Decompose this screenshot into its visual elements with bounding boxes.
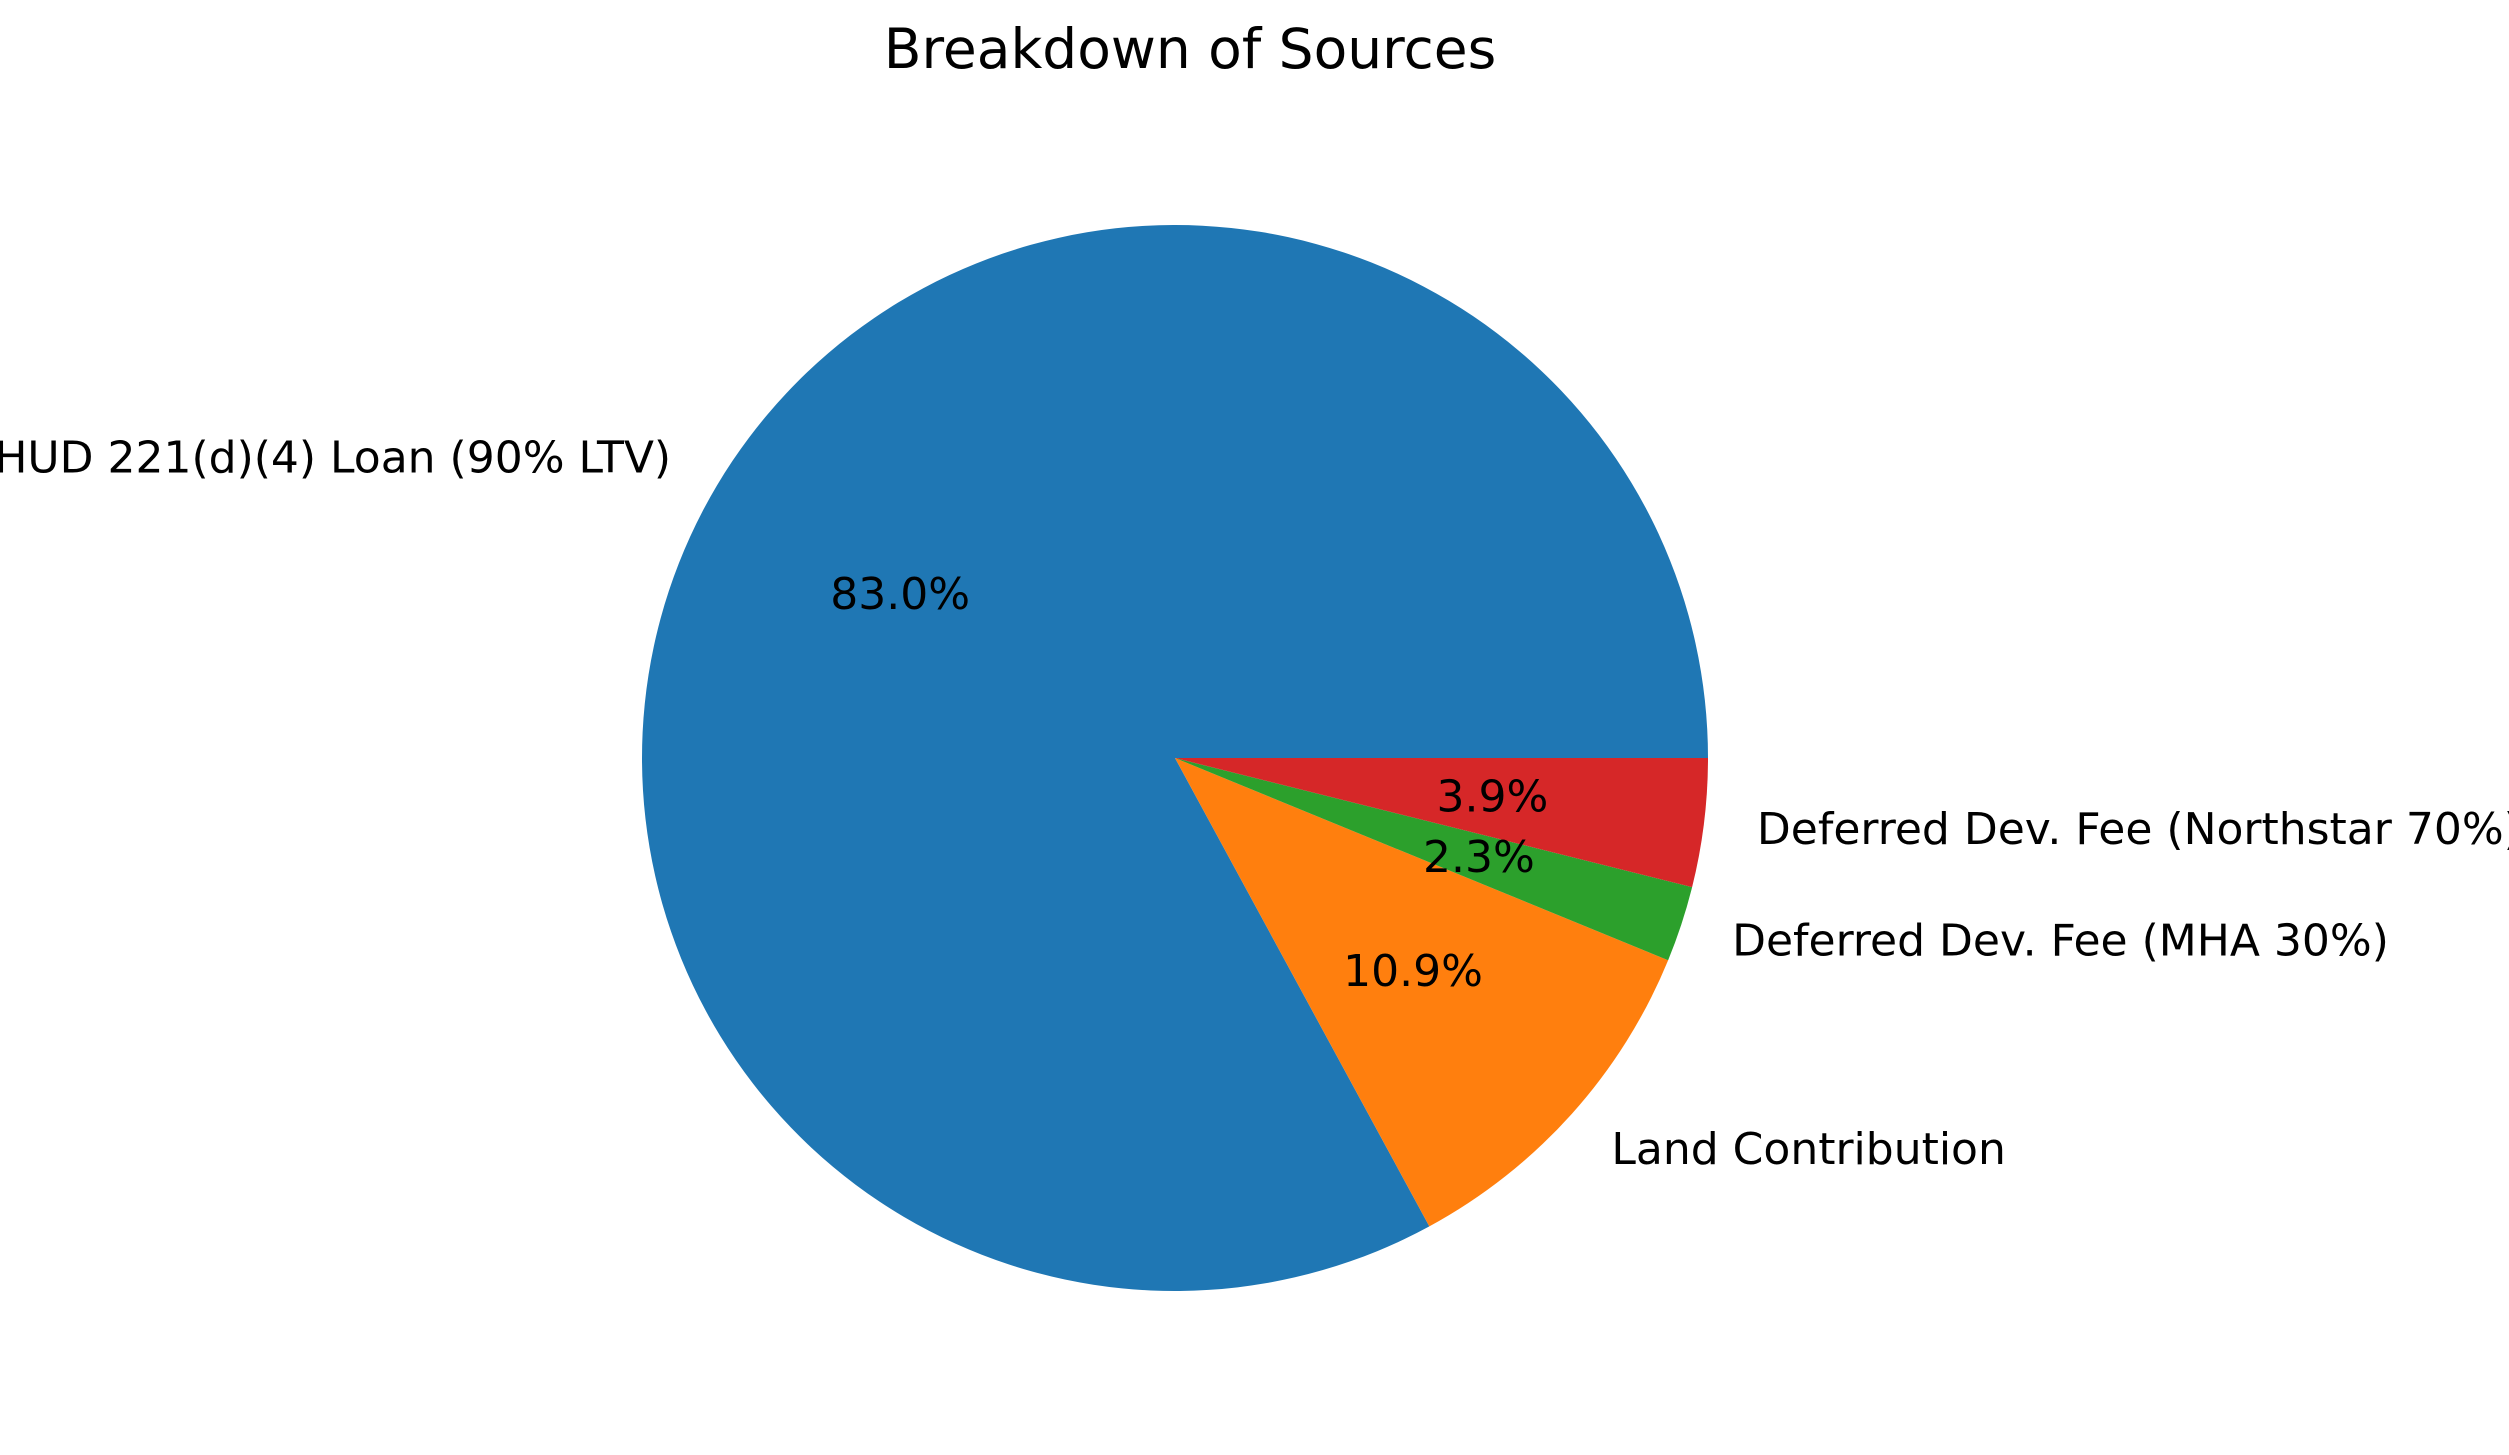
pct-label-3: 3.9% bbox=[1437, 772, 1549, 823]
chart-title: Breakdown of Sources bbox=[884, 17, 1496, 81]
pct-label-2: 2.3% bbox=[1423, 832, 1535, 883]
pie-wedges bbox=[641, 224, 1709, 1291]
pct-label-1: 10.9% bbox=[1343, 946, 1483, 997]
pie-slice-1 bbox=[1175, 758, 1669, 1227]
pie-slice-0 bbox=[641, 224, 1709, 1291]
slice-label-3: Deferred Dev. Fee (Northstar 70%) bbox=[1757, 804, 2509, 855]
slice-label-2: Deferred Dev. Fee (MHA 30%) bbox=[1732, 915, 2389, 966]
pie-labels: 83.0% HUD 221(d)(4) Loan (90% LTV) 10.9% La… bbox=[0, 433, 2509, 1175]
pie-slice-2 bbox=[1175, 758, 1693, 961]
slice-label-0: HUD 221(d)(4) Loan (90% LTV) bbox=[0, 433, 671, 484]
slice-label-1: Land Contribution bbox=[1611, 1124, 2005, 1175]
pct-label-0: 83.0% bbox=[830, 569, 970, 620]
pie-slice-3 bbox=[1175, 758, 1708, 888]
